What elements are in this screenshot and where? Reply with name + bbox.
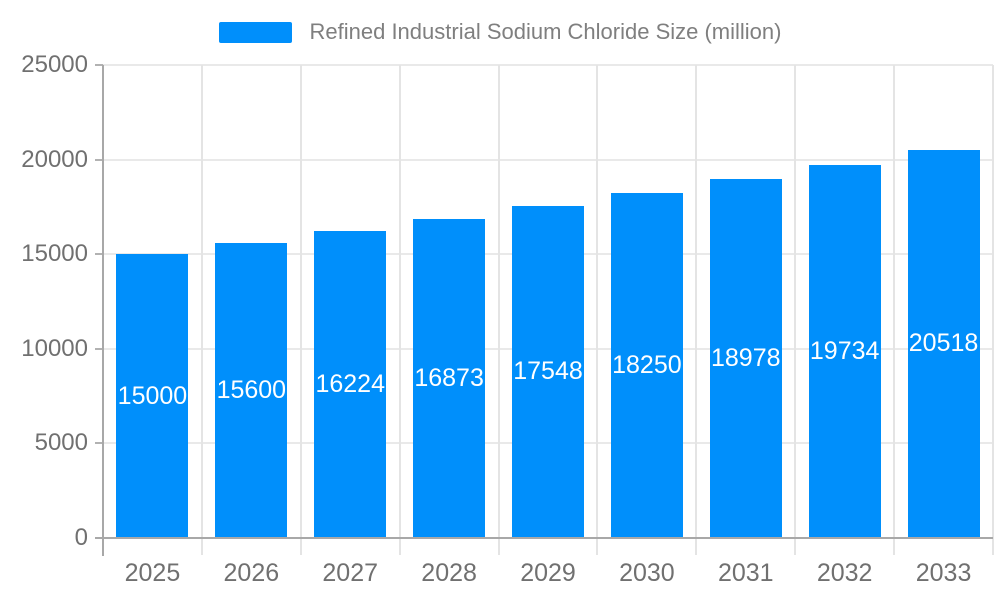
- gridline-horizontal: [103, 158, 993, 161]
- gridline-vertical: [893, 65, 896, 555]
- y-axis-label: 0: [74, 524, 88, 551]
- bar[interactable]: 16224: [314, 231, 387, 538]
- x-axis-label: 2030: [619, 559, 675, 587]
- x-axis-label: 2033: [915, 559, 972, 587]
- bar-value-label: 19734: [809, 336, 880, 365]
- bar-value-label: 18978: [711, 343, 781, 372]
- bar[interactable]: 16873: [413, 218, 486, 538]
- legend-swatch: [218, 21, 292, 43]
- bar-value-label: 17548: [513, 357, 583, 386]
- bar-value-label: 20518: [908, 329, 979, 358]
- y-axis-line: [102, 65, 104, 556]
- gridline-vertical: [398, 65, 401, 555]
- x-axis-label: 2029: [520, 559, 576, 587]
- gridline-vertical: [200, 65, 203, 555]
- x-axis-label: 2028: [421, 559, 477, 587]
- y-axis-tick: [95, 442, 103, 445]
- y-axis-label: 25000: [21, 51, 88, 78]
- x-axis-label: 2032: [816, 559, 873, 587]
- y-axis-tick: [95, 347, 103, 350]
- y-axis-label: 15000: [21, 240, 88, 268]
- bar[interactable]: 20518: [907, 149, 980, 538]
- bar-value-label: 15600: [216, 375, 287, 404]
- x-axis-label: 2027: [322, 559, 379, 587]
- bar-value-label: 18250: [612, 350, 682, 379]
- bar[interactable]: 17548: [512, 205, 584, 538]
- gridline-vertical: [596, 65, 599, 555]
- bar-value-label: 15000: [117, 381, 188, 410]
- bar[interactable]: 15000: [116, 254, 189, 538]
- x-axis-line: [95, 537, 993, 539]
- y-axis-label: 10000: [21, 334, 88, 362]
- y-axis-label: 5000: [34, 429, 88, 457]
- legend-label: Refined Industrial Sodium Chloride Size …: [309, 19, 782, 44]
- gridline-vertical: [992, 65, 994, 555]
- bar-value-label: 16873: [414, 363, 484, 392]
- gridline-vertical: [794, 65, 797, 555]
- legend[interactable]: Refined Industrial Sodium Chloride Size …: [0, 19, 1000, 45]
- bar[interactable]: 15600: [215, 242, 288, 538]
- gridline-horizontal: [103, 64, 993, 66]
- y-axis-tick: [95, 253, 103, 256]
- x-axis-label: 2026: [223, 559, 280, 587]
- x-axis-label: 2031: [717, 559, 774, 587]
- y-axis-label: 20000: [21, 145, 88, 173]
- gridline-vertical: [299, 65, 302, 555]
- gridline-vertical: [695, 65, 698, 555]
- bar[interactable]: 19734: [808, 164, 881, 538]
- bar-value-label: 16224: [315, 370, 385, 398]
- y-axis-tick: [95, 64, 103, 66]
- x-axis-label: 2025: [124, 559, 181, 587]
- y-axis-tick: [95, 158, 103, 161]
- bar[interactable]: 18250: [610, 192, 683, 538]
- gridline-vertical: [497, 65, 500, 555]
- bar[interactable]: 18978: [709, 178, 782, 538]
